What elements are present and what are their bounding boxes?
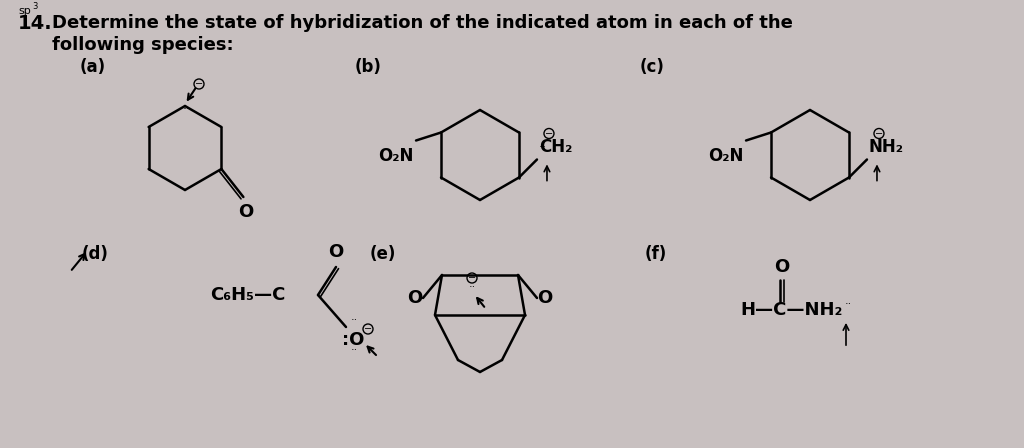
Text: H—C—NH₂: H—C—NH₂ [740, 301, 843, 319]
Text: O: O [538, 289, 553, 307]
Text: ··: ·· [468, 282, 475, 292]
Text: O: O [329, 243, 344, 261]
Text: following species:: following species: [52, 36, 233, 54]
Text: −: − [874, 129, 883, 138]
Text: sp: sp [18, 6, 31, 16]
Text: O₂N: O₂N [708, 146, 743, 164]
Text: :O: :O [342, 331, 365, 349]
Text: ··: ·· [845, 299, 852, 309]
Text: −: − [364, 324, 372, 334]
Text: Determine the state of hybridization of the indicated atom in each of the: Determine the state of hybridization of … [52, 14, 793, 32]
Text: (f): (f) [645, 245, 668, 263]
Text: ··: ·· [183, 103, 191, 116]
Text: C₆H₅—C: C₆H₅—C [210, 286, 286, 304]
Text: ··: ·· [539, 141, 547, 154]
Text: 14.: 14. [18, 14, 52, 33]
Text: −: − [468, 273, 476, 283]
Text: O: O [238, 203, 253, 221]
Text: 3: 3 [32, 2, 37, 11]
Text: (a): (a) [80, 58, 106, 76]
Text: O: O [774, 258, 790, 276]
Text: (c): (c) [640, 58, 665, 76]
Text: −: − [545, 129, 553, 138]
Text: (e): (e) [370, 245, 396, 263]
Text: O: O [408, 289, 423, 307]
Text: ··: ·· [350, 345, 357, 355]
Text: O₂N: O₂N [378, 146, 413, 164]
Text: (d): (d) [82, 245, 109, 263]
Text: (b): (b) [355, 58, 382, 76]
Text: ··: ·· [350, 315, 357, 325]
Text: −: − [195, 79, 203, 89]
Text: NH₂: NH₂ [869, 138, 904, 155]
Text: CH₂: CH₂ [539, 138, 572, 155]
